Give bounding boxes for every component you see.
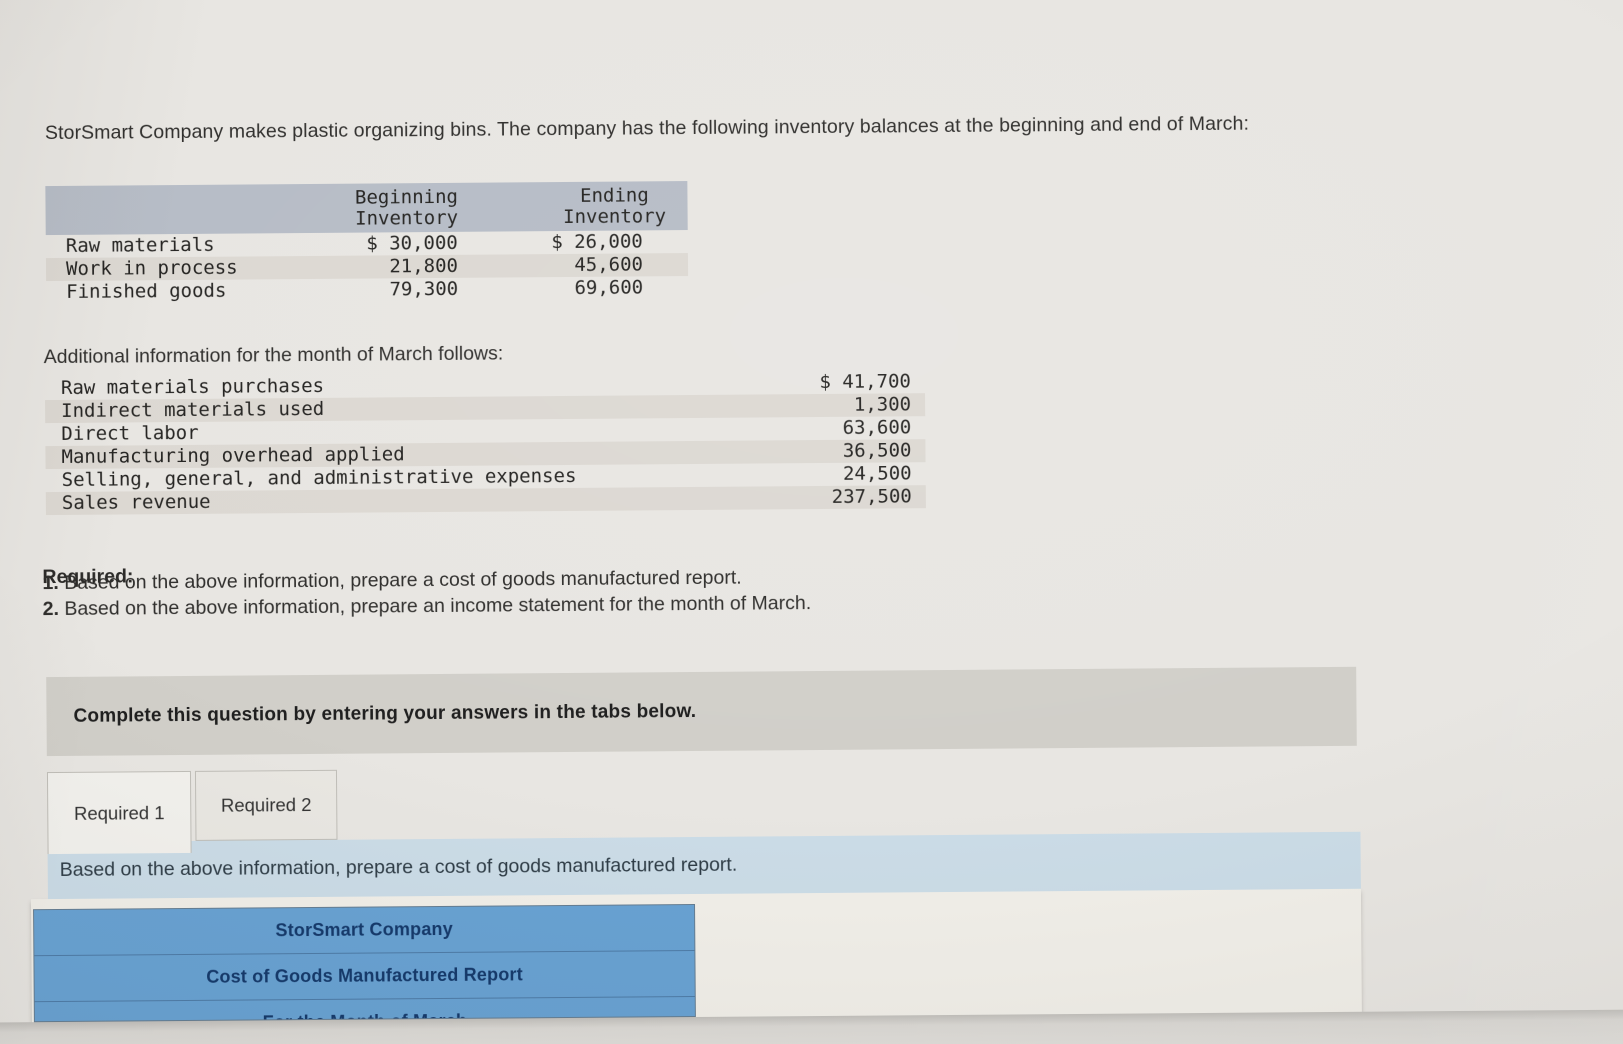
required-item-1: 1. Based on the above information, prepa… — [42, 567, 741, 595]
info-value: $ 41,700 — [819, 370, 911, 394]
row-label: Work in process — [65, 256, 238, 280]
ending-value: 69,600 — [574, 276, 644, 299]
complete-question-bar: Complete this question by entering your … — [46, 666, 1357, 757]
tab-required-2[interactable]: Required 2 — [194, 769, 338, 841]
tab-content-panel: StorSmart Company Cost of Goods Manufact… — [30, 888, 1362, 1023]
info-value: 36,500 — [842, 439, 912, 462]
required-item-text: Based on the above information, prepare … — [64, 566, 742, 594]
tab-label: Required 1 — [73, 801, 165, 824]
ending-header-line2: Inventory — [563, 205, 667, 229]
table-row: Finished goods 79,300 69,600 — [46, 276, 688, 304]
ending-value: 45,600 — [574, 253, 644, 276]
info-value: 24,500 — [842, 462, 912, 485]
tab-label: Required 2 — [220, 794, 312, 816]
info-value: 237,500 — [831, 485, 912, 508]
row-label: Finished goods — [66, 279, 227, 303]
ending-value: $ 26,000 — [551, 230, 643, 254]
required-item-number: 2. — [42, 597, 60, 621]
info-label: Manufacturing overhead applied — [61, 443, 405, 468]
problem-statement: StorSmart Company makes plastic organizi… — [44, 112, 1250, 144]
ending-header-line1: Ending — [580, 184, 649, 207]
report-company-name: StorSmart Company — [34, 905, 695, 957]
complete-question-text: Complete this question by entering your … — [73, 700, 697, 727]
tab-instruction-text: Based on the above information, prepare … — [59, 853, 738, 881]
info-value: 63,600 — [842, 416, 912, 439]
report-header-box: StorSmart Company Cost of Goods Manufact… — [33, 903, 696, 1023]
tab-instruction-bar: Based on the above information, prepare … — [47, 831, 1361, 900]
info-label: Indirect materials used — [61, 397, 325, 422]
info-label: Raw materials purchases — [60, 374, 325, 399]
required-item-number: 1. — [42, 571, 59, 595]
required-item-text: Based on the above information, prepare … — [64, 592, 812, 620]
beginning-inventory-header: Beginning Inventory — [354, 185, 459, 230]
tab-required-1[interactable]: Required 1 — [46, 770, 192, 855]
beginning-value: 79,300 — [389, 277, 459, 301]
info-label: Sales revenue — [61, 490, 211, 514]
info-value: 1,300 — [853, 393, 912, 416]
inventory-table-header: Beginning Inventory Ending Inventory — [45, 181, 688, 236]
additional-info-heading: Additional information for the month of … — [43, 341, 504, 368]
inventory-header-empty — [46, 230, 290, 232]
info-label: Selling, general, and administrative exp… — [61, 464, 577, 491]
ending-inventory-header: Ending Inventory — [501, 184, 687, 229]
report-title: Cost of Goods Manufactured Report — [34, 950, 695, 1003]
beginning-value: $ 30,000 — [366, 231, 458, 255]
beginning-value: 21,800 — [389, 254, 459, 278]
info-label: Direct labor — [61, 421, 199, 445]
row-label: Raw materials — [65, 233, 215, 257]
inventory-table: Beginning Inventory Ending Inventory Raw… — [45, 181, 689, 304]
additional-info-table: Raw materials purchases $ 41,700 Indirec… — [45, 370, 926, 516]
required-item-2: 2. Based on the above information, prepa… — [43, 592, 812, 621]
